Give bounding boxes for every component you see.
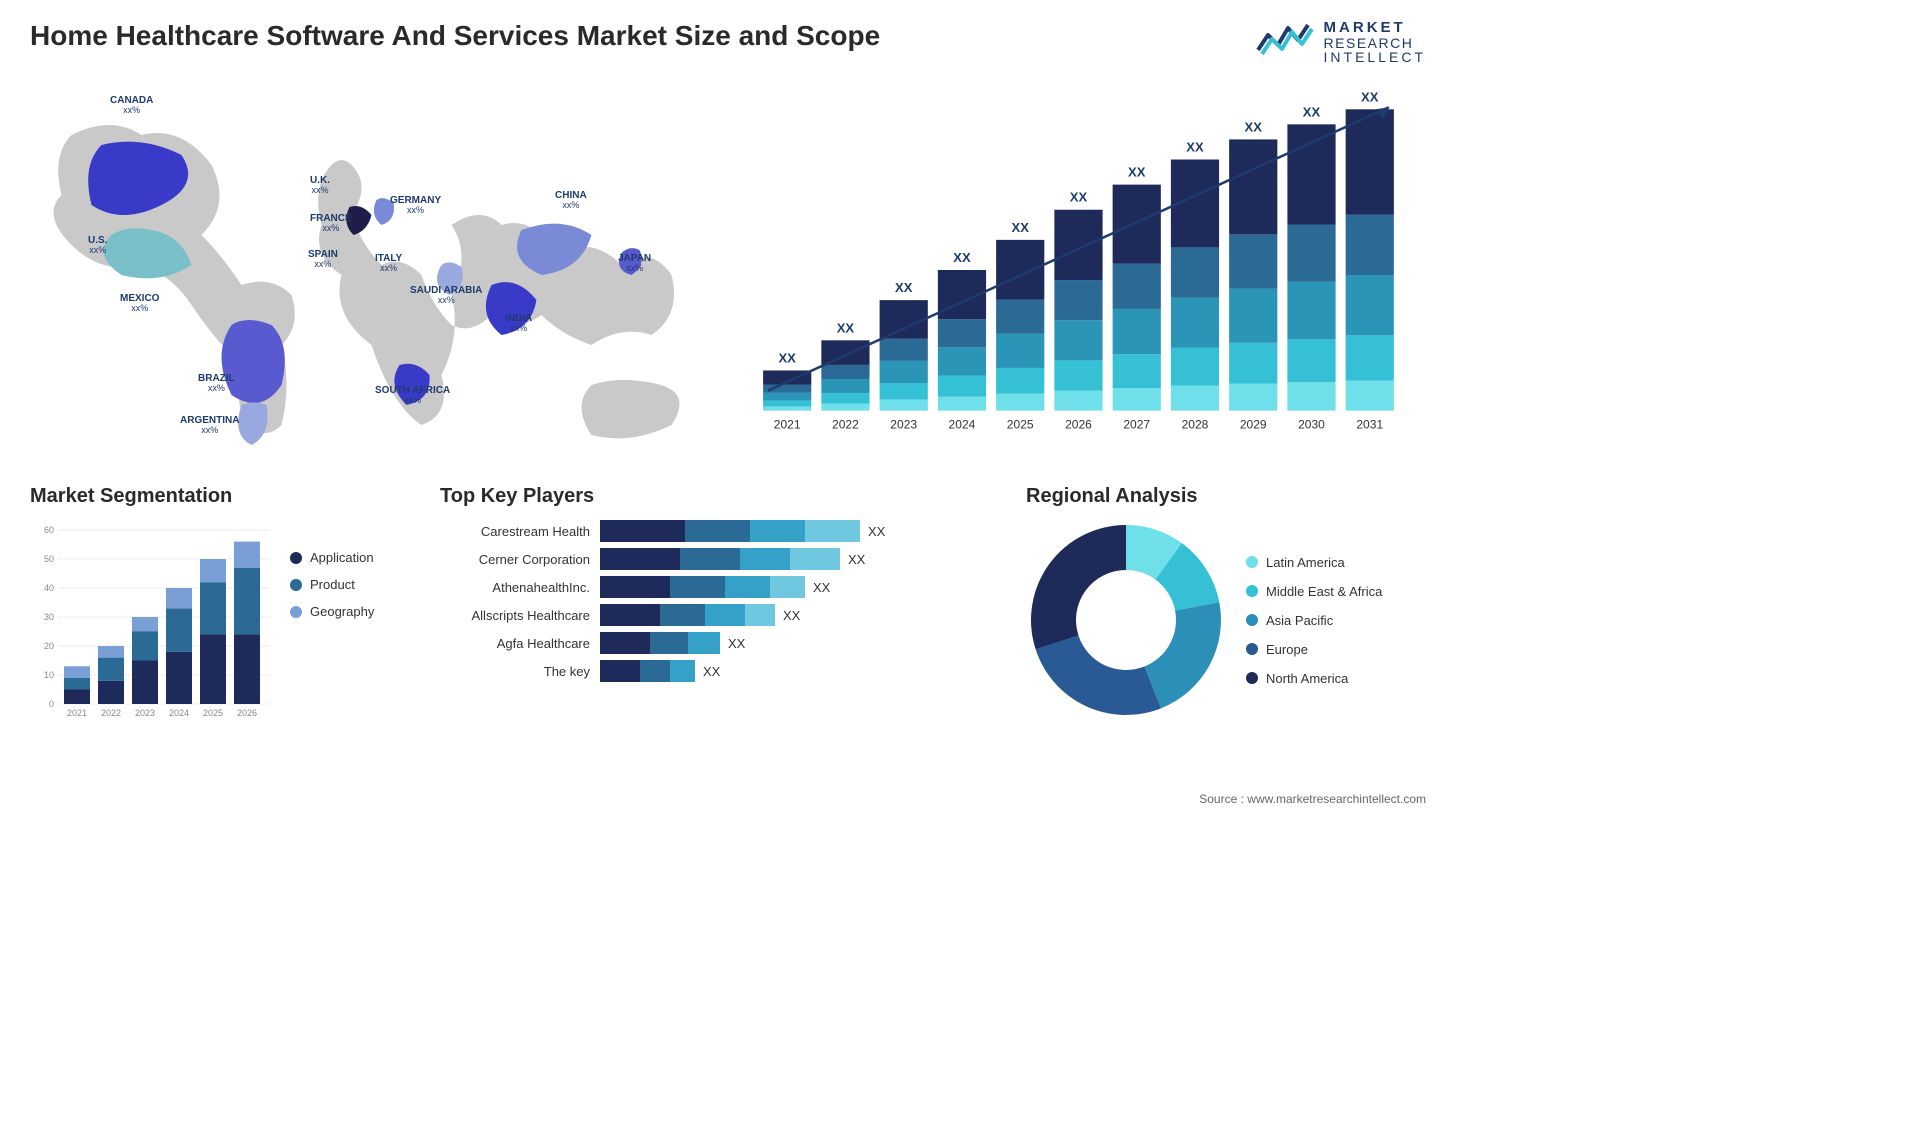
map-label-canada: CANADAxx% [110,95,153,116]
players-panel: Top Key Players Carestream HealthXXCerne… [440,485,996,765]
svg-text:2021: 2021 [774,418,801,432]
page-title: Home Healthcare Software And Services Ma… [30,20,880,52]
player-name: AthenahealthInc. [440,580,590,595]
player-row: Agfa Healthcare XX [440,632,996,654]
svg-text:2021: 2021 [67,708,87,718]
map-label-us: U.S.xx% [88,235,107,256]
svg-text:XX: XX [1128,165,1146,180]
svg-text:2024: 2024 [169,708,189,718]
svg-text:2023: 2023 [135,708,155,718]
player-name: Carestream Health [440,524,590,539]
players-title: Top Key Players [440,485,996,508]
map-label-mexico: MEXICOxx% [120,293,159,314]
player-row: Carestream Health XX [440,520,996,542]
player-bar [600,548,840,570]
player-value: XX [783,608,800,623]
map-label-argentina: ARGENTINAxx% [180,415,239,436]
map-label-italy: ITALYxx% [375,253,402,274]
svg-text:10: 10 [44,670,54,680]
svg-text:2026: 2026 [237,708,257,718]
region-legend-middle-east---africa: Middle East & Africa [1246,584,1382,599]
svg-text:50: 50 [44,554,54,564]
player-bar [600,520,860,542]
svg-text:XX: XX [1361,89,1379,104]
region-legend-north-america: North America [1246,671,1382,686]
svg-text:XX: XX [778,351,796,366]
svg-text:2022: 2022 [832,418,859,432]
svg-text:0: 0 [49,699,54,709]
player-row: The key XX [440,660,996,682]
map-label-germany: GERMANYxx% [390,195,441,216]
player-row: Cerner Corporation XX [440,548,996,570]
map-label-spain: SPAINxx% [308,249,338,270]
svg-text:2029: 2029 [1240,418,1267,432]
region-legend-europe: Europe [1246,642,1382,657]
region-legend-asia-pacific: Asia Pacific [1246,613,1382,628]
player-bar [600,632,720,654]
player-name: The key [440,664,590,679]
svg-text:60: 60 [44,525,54,535]
svg-text:XX: XX [1012,220,1030,235]
svg-text:XX: XX [1245,120,1263,135]
player-value: XX [703,664,720,679]
map-label-uk: U.K.xx% [310,175,330,196]
svg-text:30: 30 [44,612,54,622]
svg-text:XX: XX [1303,104,1321,119]
svg-text:XX: XX [1070,190,1088,205]
player-bar [600,660,695,682]
svg-text:2026: 2026 [1065,418,1092,432]
svg-text:2024: 2024 [949,418,976,432]
player-bar [600,576,805,598]
player-value: XX [728,636,745,651]
player-row: Allscripts Healthcare XX [440,604,996,626]
logo-text-2: RESEARCH [1324,36,1426,51]
map-label-saudiarabia: SAUDI ARABIAxx% [410,285,482,306]
svg-text:2027: 2027 [1123,418,1150,432]
map-label-china: CHINAxx% [555,190,587,211]
region-legend-latin-america: Latin America [1246,555,1382,570]
player-row: AthenahealthInc. XX [440,576,996,598]
svg-text:2031: 2031 [1356,418,1383,432]
player-name: Allscripts Healthcare [440,608,590,623]
segmentation-title: Market Segmentation [30,485,410,508]
source-text: Source : www.marketresearchintellect.com [1199,792,1426,806]
svg-text:XX: XX [1186,140,1204,155]
logo-icon [1256,20,1316,65]
seg-legend-application: Application [290,550,374,565]
logo: MARKET RESEARCH INTELLECT [1256,20,1426,65]
logo-text-1: MARKET [1324,20,1426,36]
svg-text:XX: XX [837,320,855,335]
map-label-japan: JAPANxx% [618,253,651,274]
player-value: XX [848,552,865,567]
map-label-brazil: BRAZILxx% [198,373,235,394]
svg-text:2022: 2022 [101,708,121,718]
player-value: XX [868,524,885,539]
svg-text:XX: XX [953,250,971,265]
svg-text:20: 20 [44,641,54,651]
seg-legend-product: Product [290,577,374,592]
map-label-france: FRANCExx% [310,213,352,234]
svg-text:2025: 2025 [203,708,223,718]
player-bar [600,604,775,626]
seg-legend-geography: Geography [290,604,374,619]
svg-text:XX: XX [895,280,913,295]
map-label-india: INDIAxx% [505,313,532,334]
svg-text:2023: 2023 [890,418,917,432]
player-value: XX [813,580,830,595]
svg-text:2030: 2030 [1298,418,1325,432]
regional-title: Regional Analysis [1026,485,1426,508]
map-label-southafrica: SOUTH AFRICAxx% [375,385,450,406]
logo-text-3: INTELLECT [1324,50,1426,65]
player-name: Cerner Corporation [440,552,590,567]
player-name: Agfa Healthcare [440,636,590,651]
regional-panel: Regional Analysis Latin America Middle Ea… [1026,485,1426,765]
segmentation-panel: Market Segmentation 0 10 20 30 40 50 60 2021 202… [30,485,410,765]
world-map: CANADAxx% U.S.xx% MEXICOxx% BRAZILxx% ARGENT… [30,75,713,465]
growth-chart: XX 2021 XX 2022 XX 2023 XX 2024 XX 2025 XX 2026 XX 20… [743,75,1426,465]
svg-text:2028: 2028 [1182,418,1209,432]
svg-text:40: 40 [44,583,54,593]
svg-text:2025: 2025 [1007,418,1034,432]
